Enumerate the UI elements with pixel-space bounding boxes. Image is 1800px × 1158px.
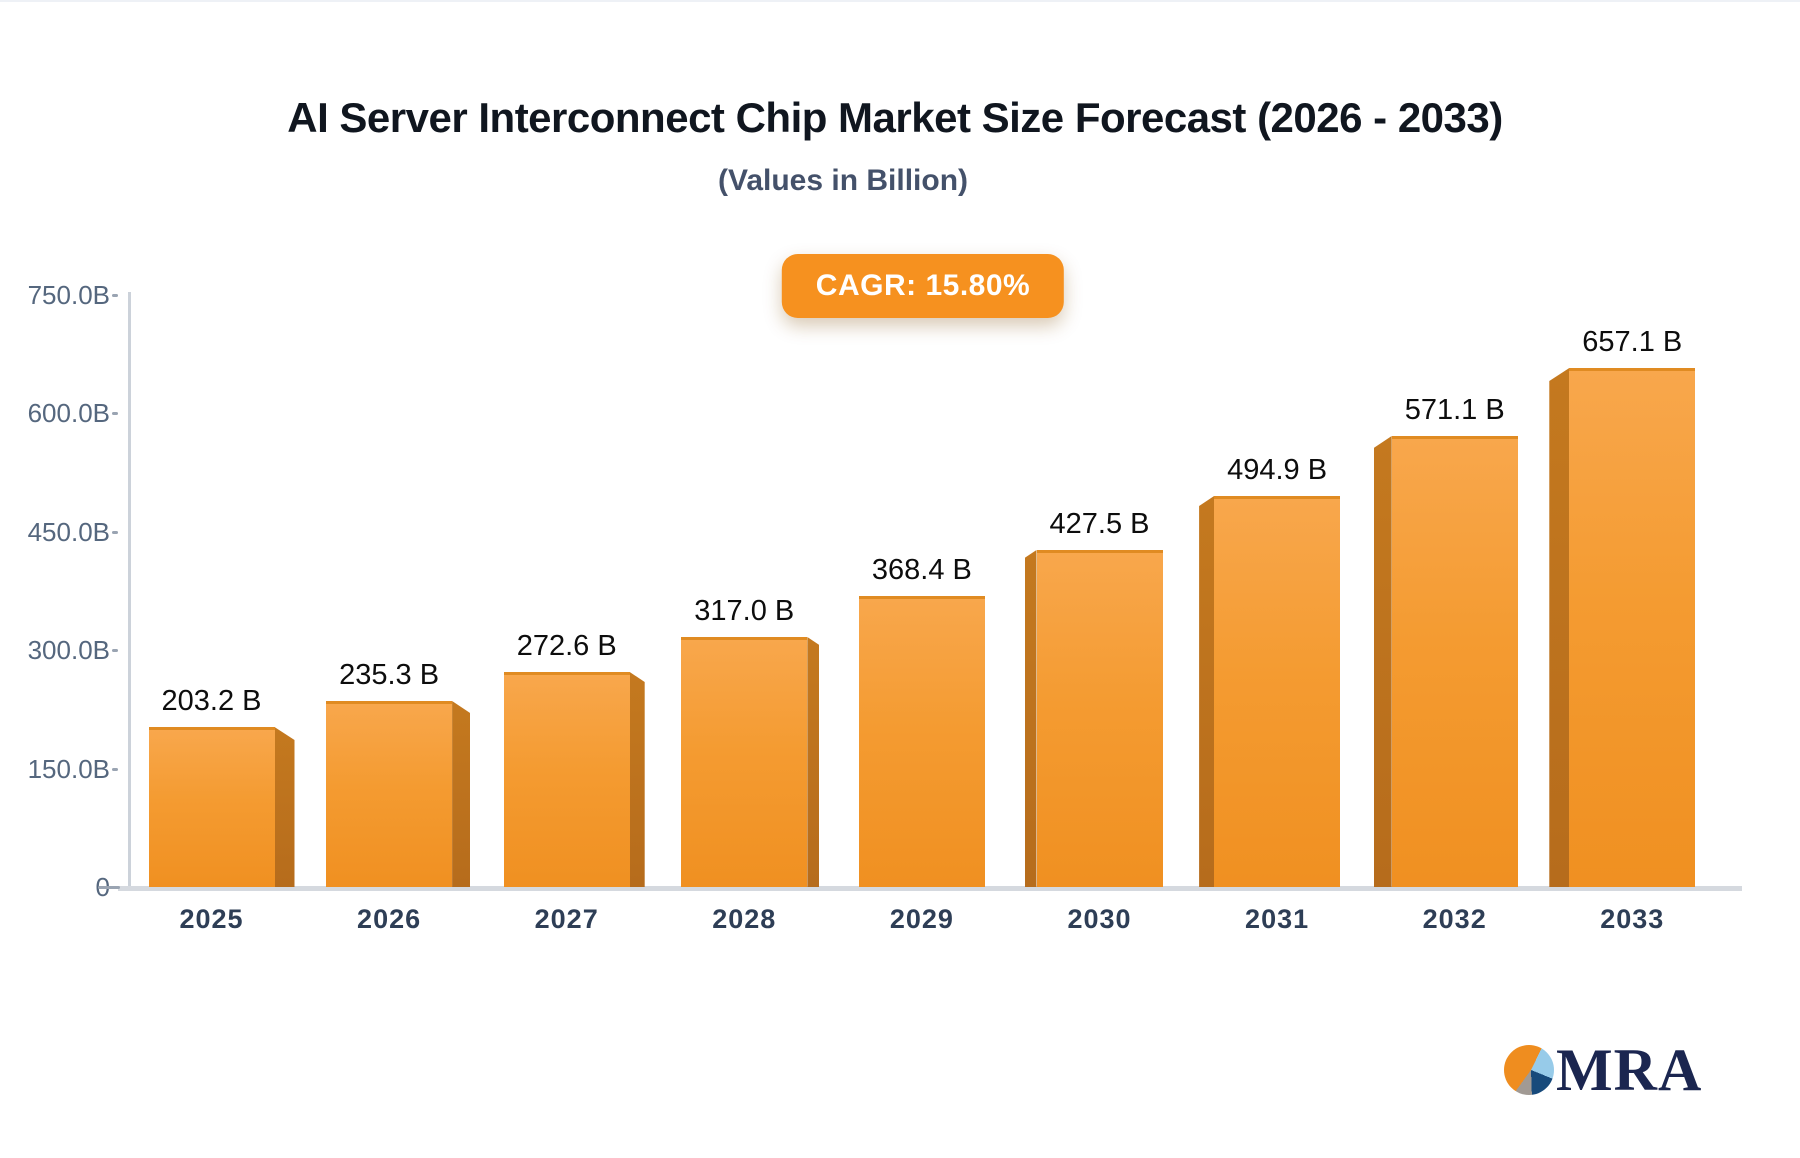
bar-2026 bbox=[326, 701, 453, 887]
y-axis-line bbox=[128, 292, 131, 887]
bar-side-face bbox=[1373, 436, 1392, 887]
x-tick-label-2026: 2026 bbox=[357, 904, 422, 934]
y-tick-mark bbox=[112, 412, 118, 416]
y-tick-mark bbox=[112, 294, 118, 297]
x-tick-label-2033: 2033 bbox=[1600, 904, 1665, 934]
bar-value-label: 571.1 B bbox=[1404, 394, 1505, 426]
x-tick-label-2028: 2028 bbox=[712, 904, 777, 934]
pie-chart-logo-icon bbox=[1504, 1045, 1554, 1095]
x-tick-label-2031: 2031 bbox=[1245, 904, 1310, 934]
chart-title: AI Server Interconnect Chip Market Size … bbox=[287, 94, 1503, 141]
bar-side-face bbox=[807, 637, 820, 887]
bar-2033 bbox=[1569, 368, 1696, 887]
bar-side-face bbox=[452, 701, 471, 887]
x-tick-label-2032: 2032 bbox=[1422, 904, 1487, 934]
y-tick-label: 150.0B bbox=[27, 753, 110, 784]
bar-2027 bbox=[503, 672, 630, 887]
bar-side-face bbox=[1199, 496, 1215, 887]
bar-value-label: 494.9 B bbox=[1227, 454, 1328, 486]
x-tick-label-2027: 2027 bbox=[534, 904, 599, 934]
y-tick-label: 0 bbox=[0, 872, 110, 902]
bar-value-label: 427.5 B bbox=[1049, 508, 1150, 540]
bar-value-label: 657.1 B bbox=[1582, 326, 1683, 358]
bar-2032 bbox=[1391, 436, 1518, 887]
cagr-badge: CAGR: 15.80% bbox=[781, 254, 1065, 318]
bar-side-face bbox=[629, 672, 645, 887]
bar-2025 bbox=[148, 727, 275, 887]
bar-2029 bbox=[858, 596, 985, 887]
bar-value-label: 203.2 B bbox=[161, 685, 262, 717]
y-tick-mark bbox=[98, 886, 120, 889]
logo-text: MRA bbox=[1556, 1037, 1703, 1103]
x-axis-baseline bbox=[118, 886, 1742, 891]
x-tick-label-2025: 2025 bbox=[179, 904, 244, 934]
bar-side-face bbox=[1549, 368, 1570, 887]
bar-value-label: 317.0 B bbox=[694, 595, 795, 627]
bar-2030 bbox=[1036, 550, 1163, 887]
bar-2028 bbox=[681, 637, 808, 887]
chart-subtitle: (Values in Billion) bbox=[717, 164, 969, 197]
bar-value-label: 368.4 B bbox=[871, 554, 972, 586]
y-tick-mark bbox=[112, 530, 118, 534]
y-tick-label: 750.0B bbox=[27, 280, 110, 310]
bar-value-label: 235.3 B bbox=[339, 659, 440, 691]
y-tick-label: 450.0B bbox=[27, 516, 110, 547]
y-tick-label: 300.0B bbox=[27, 635, 110, 666]
y-tick-mark bbox=[112, 767, 118, 771]
bar-side-face bbox=[1024, 550, 1037, 887]
bar-side-face bbox=[274, 727, 295, 887]
bar-value-label: 272.6 B bbox=[516, 630, 617, 662]
y-tick-label: 600.0B bbox=[27, 398, 110, 429]
y-tick-mark bbox=[112, 649, 118, 653]
x-tick-label-2030: 2030 bbox=[1067, 904, 1132, 934]
x-tick-label-2029: 2029 bbox=[889, 904, 954, 934]
bar-2031 bbox=[1214, 496, 1341, 887]
logo: MRA bbox=[1504, 1038, 1702, 1102]
